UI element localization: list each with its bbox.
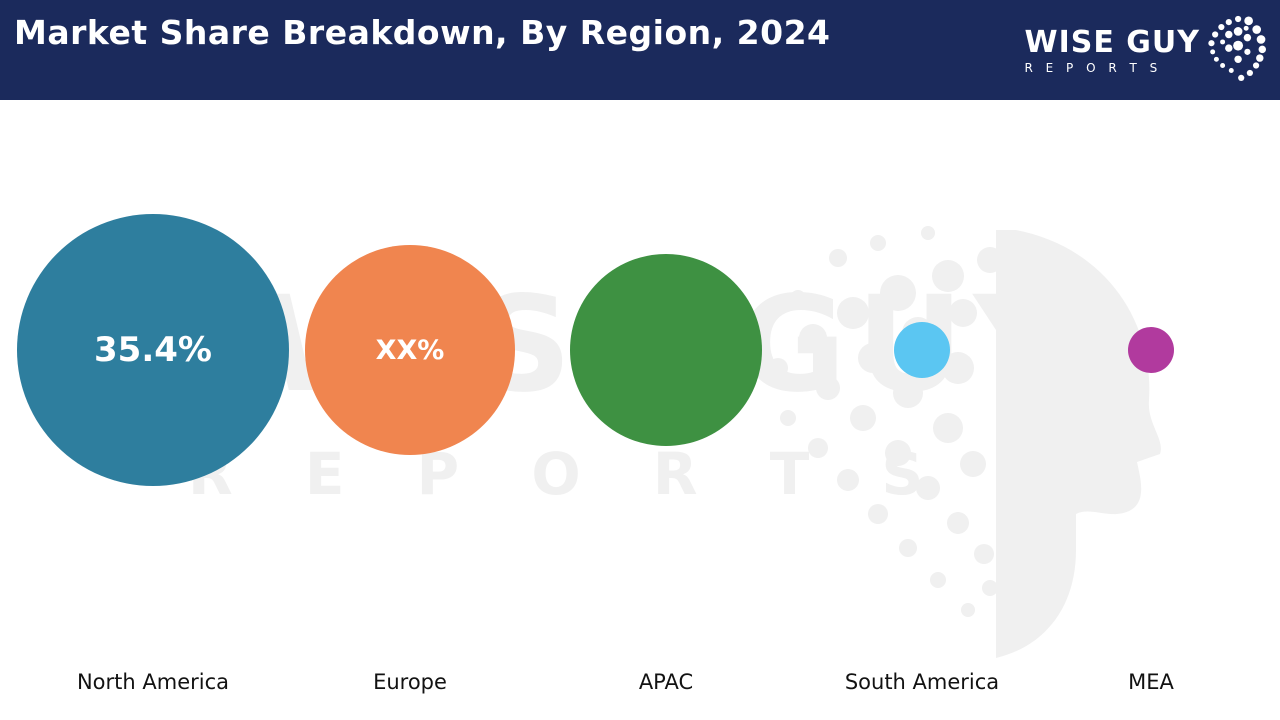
brand-head-icon xyxy=(1208,15,1266,81)
category-label-apac: APAC xyxy=(638,670,694,694)
brand-logo-text: WISE GUY R E P O R T S xyxy=(1024,25,1200,75)
category-label-north-america: North America xyxy=(76,670,230,694)
chart-area: WISE GUY R E P O R T S 35.4%North xyxy=(0,100,1280,720)
bubble-value-label-europe: XX% xyxy=(375,334,445,366)
header: Market Share Breakdown, By Region, 2024 … xyxy=(0,0,1280,100)
category-label-europe: Europe xyxy=(373,670,447,694)
page-title: Market Share Breakdown, By Region, 2024 xyxy=(14,13,831,52)
brand-logo: WISE GUY R E P O R T S xyxy=(1024,15,1266,85)
bubble-europe: XX% xyxy=(305,245,515,455)
bubble-chart: 35.4% North America XX% Europe APAC South Ame… xyxy=(0,100,1280,720)
bubble-south-america xyxy=(894,322,950,378)
bubble-value-label-north-america: 35.4% xyxy=(94,330,212,370)
bubble-north-america: 35.4% xyxy=(17,214,289,486)
category-label-mea: MEA xyxy=(1128,670,1174,694)
watermark-text-line2: R E P O R T S xyxy=(188,440,950,508)
category-label-south-america: South America xyxy=(844,670,1000,694)
bubble-mea xyxy=(1128,327,1174,373)
brand-name: WISE GUY xyxy=(1024,25,1200,60)
bubble-apac xyxy=(570,254,762,446)
brand-subtitle: R E P O R T S xyxy=(1024,61,1162,75)
